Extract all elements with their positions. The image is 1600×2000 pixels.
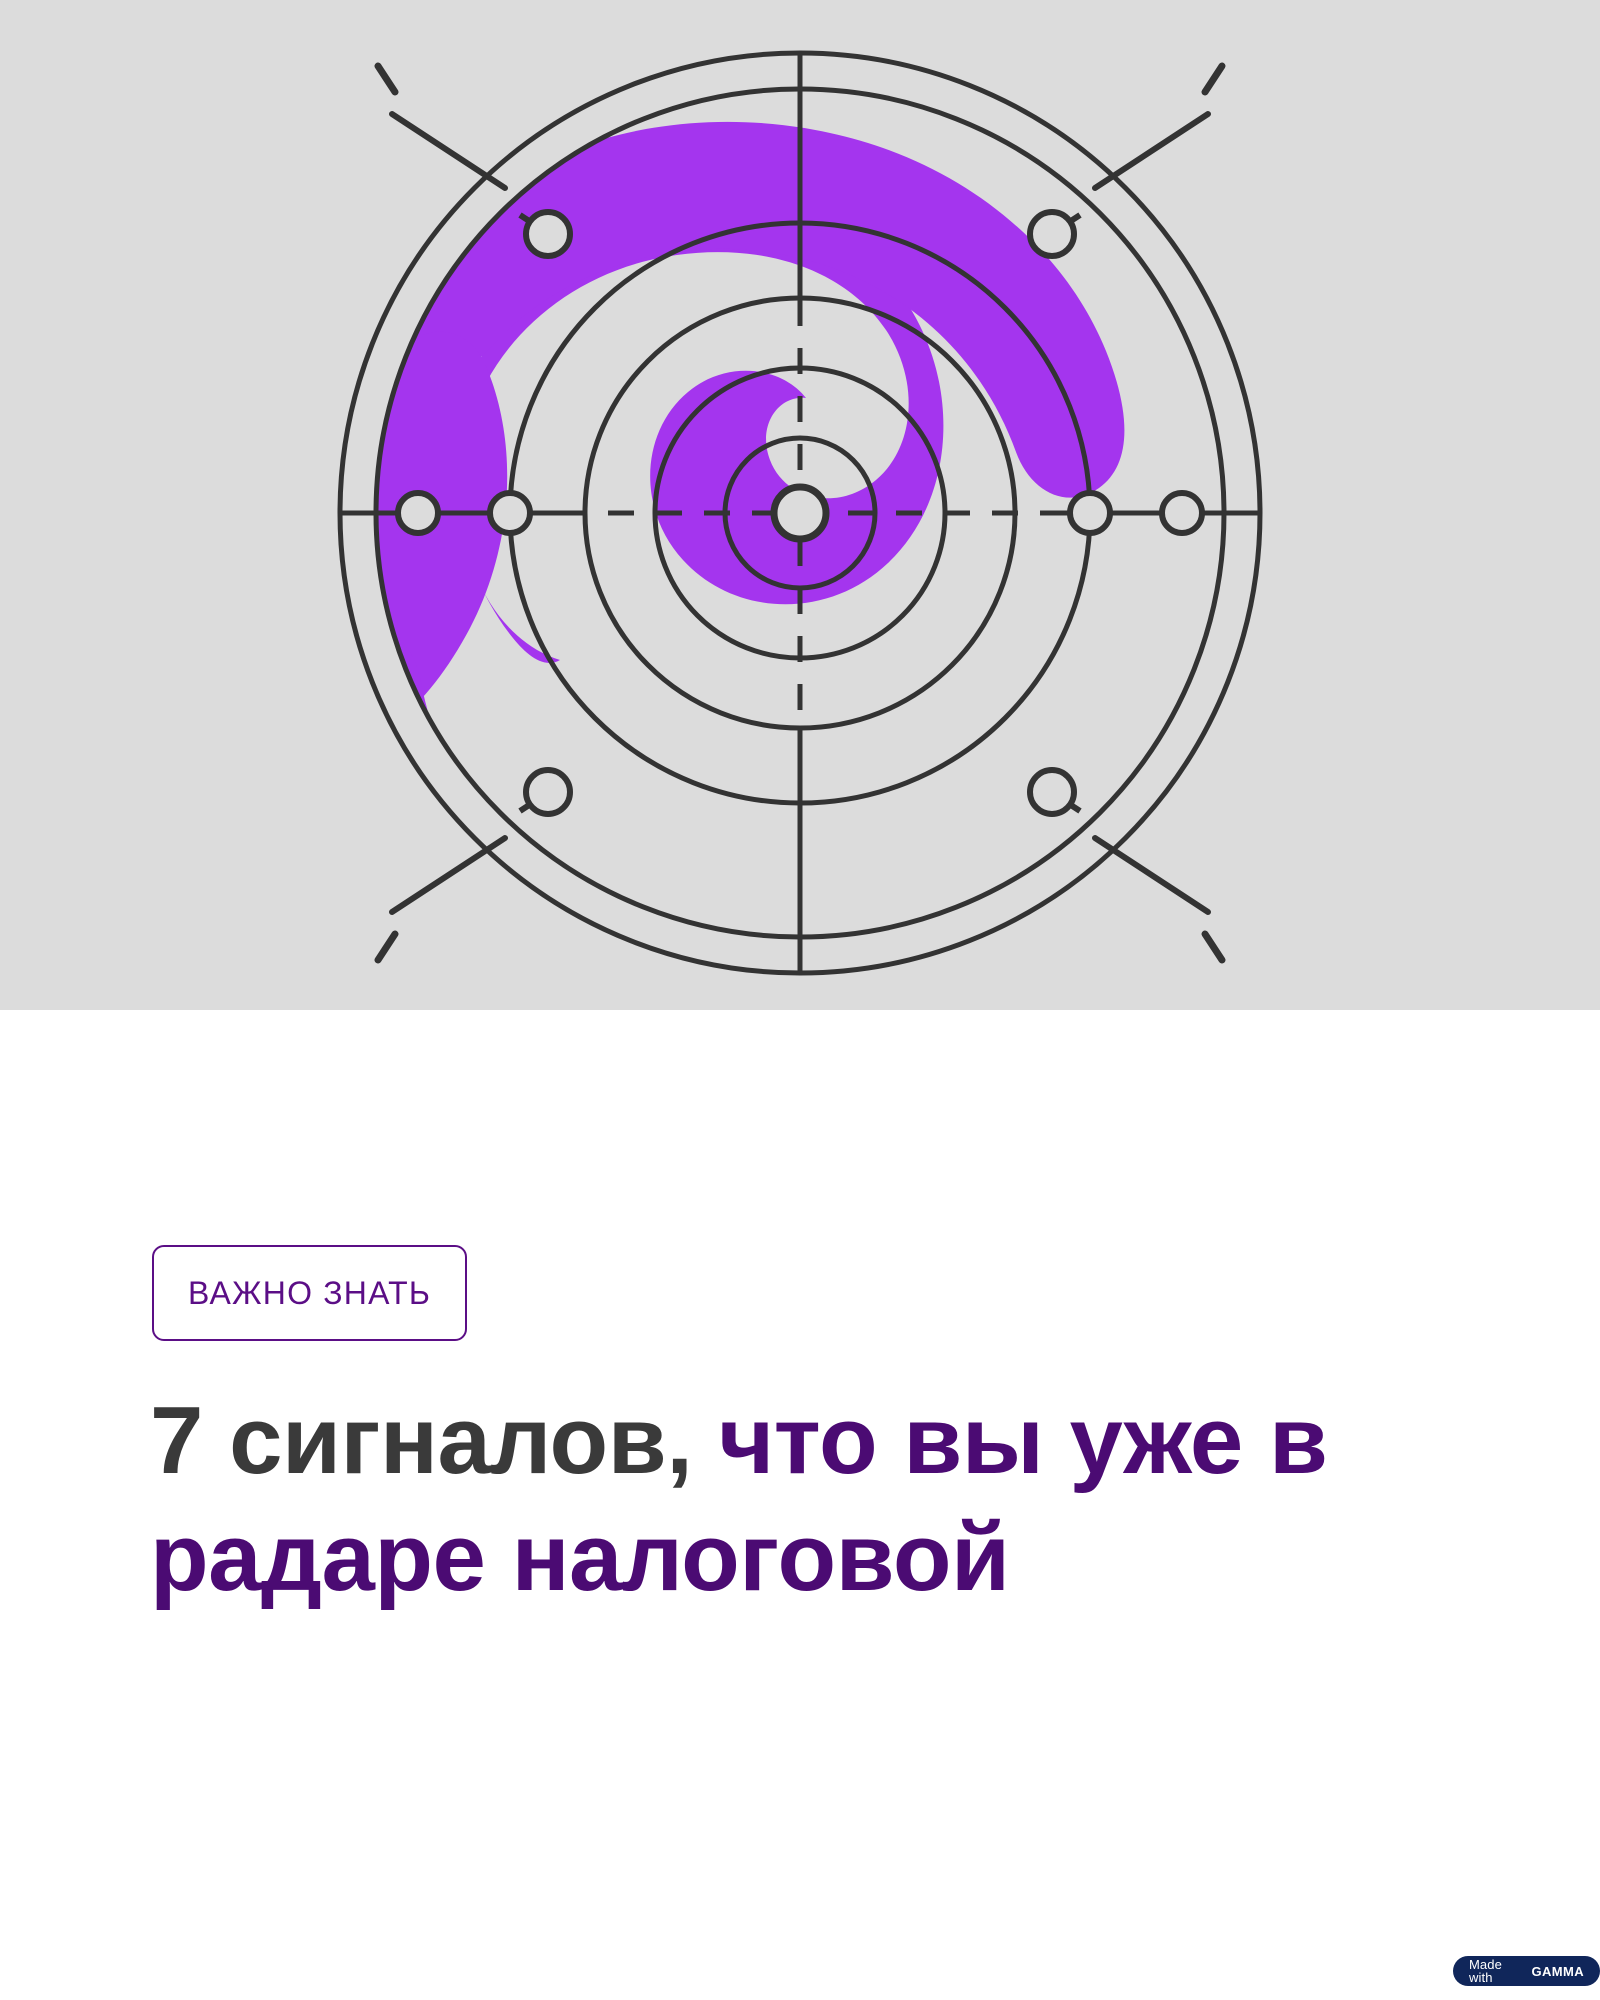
radar-corner-dashes bbox=[374, 62, 1226, 964]
radar-blips-diagonal bbox=[518, 209, 1082, 817]
blip-node-right-outer bbox=[1159, 490, 1205, 536]
status-badge-label: ВАЖНО ЗНАТЬ bbox=[188, 1275, 432, 1311]
blip-node-bl bbox=[523, 767, 573, 817]
corner-tick-tl bbox=[389, 111, 508, 191]
made-with-gamma-watermark[interactable]: Made with GAMMA bbox=[1453, 1956, 1600, 1986]
radar-corner-ticks bbox=[389, 111, 1211, 915]
page-title: 7 сигналов, что вы уже в радаре налогово… bbox=[150, 1382, 1350, 1616]
corner-dash-br bbox=[1201, 930, 1226, 964]
blip-node-left-outer bbox=[395, 490, 441, 536]
blip-node-tr bbox=[1027, 209, 1077, 259]
watermark-brand-label: GAMMA bbox=[1531, 1963, 1584, 1979]
corner-dash-tl bbox=[374, 62, 399, 96]
status-badge: ВАЖНО ЗНАТЬ bbox=[152, 1245, 468, 1341]
content-area bbox=[0, 1010, 1600, 2000]
watermark-prefix-label: Made with bbox=[1469, 1957, 1502, 1985]
radar-center-target bbox=[770, 483, 830, 543]
blip-node-br bbox=[1027, 767, 1077, 817]
page-title-segment-dark: 7 сигналов, bbox=[150, 1387, 693, 1494]
corner-dash-tr bbox=[1201, 62, 1226, 96]
radar-blips-axis bbox=[395, 490, 1205, 536]
radar-scope-illustration bbox=[337, 50, 1263, 976]
blip-node-right-inner bbox=[1067, 490, 1113, 536]
corner-tick-bl bbox=[389, 835, 508, 915]
page-title-segment-purple: что вы уже в радаре налоговой bbox=[150, 1387, 1328, 1612]
blip-node-left-inner bbox=[487, 490, 533, 536]
corner-tick-br bbox=[1092, 835, 1211, 915]
corner-tick-tr bbox=[1092, 111, 1211, 191]
radar-sweep-blob bbox=[376, 121, 1125, 937]
blip-node-tl bbox=[523, 209, 573, 259]
hero-band bbox=[0, 0, 1600, 1010]
corner-dash-bl bbox=[374, 930, 399, 964]
